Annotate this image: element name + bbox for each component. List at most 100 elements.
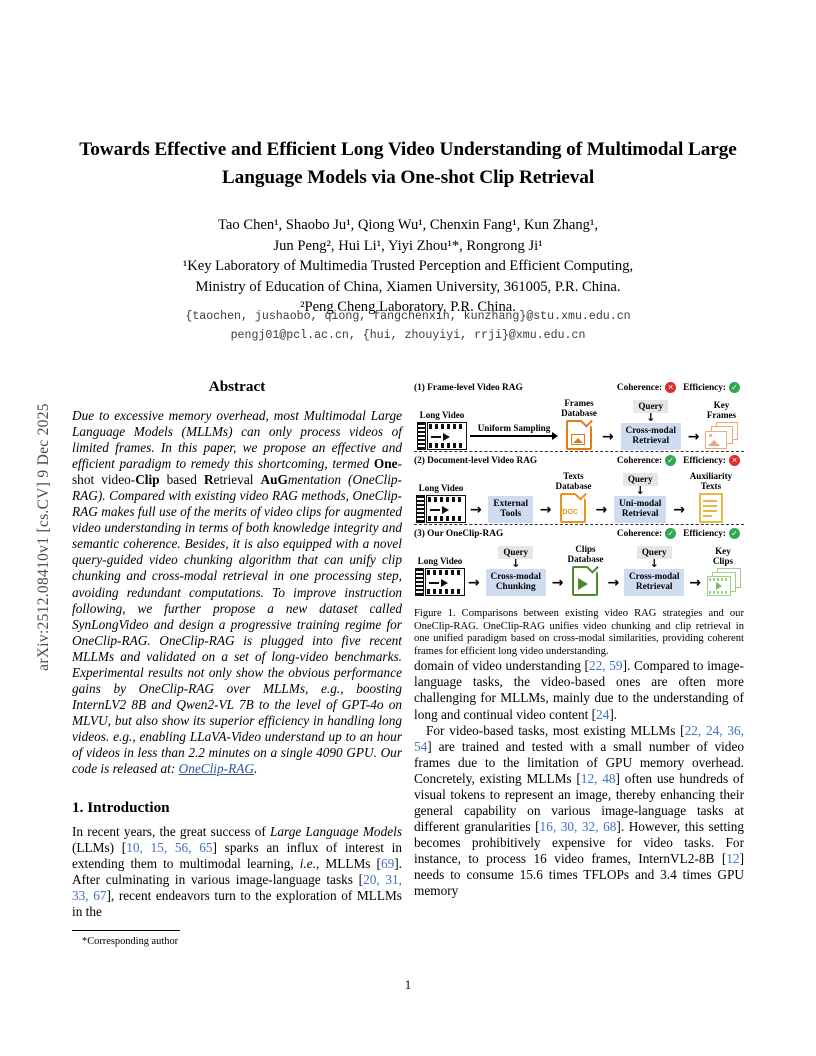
page-number: 1 xyxy=(404,978,412,992)
panel-3-title: (3) Our OneClip-RAG xyxy=(414,528,504,539)
affiliation-1b: Ministry of Education of China, Xiamen U… xyxy=(195,278,621,295)
intro-f: ], recent endeavors turn to the explorat… xyxy=(72,888,402,920)
clips-database-icon xyxy=(572,560,600,596)
intro-d: , MLLMs [ xyxy=(316,856,381,872)
arrow-icon: → xyxy=(687,429,700,445)
efficiency-label: Efficiency: xyxy=(683,528,726,539)
cross-modal-chunking-box: Cross-modal Chunking xyxy=(485,568,546,596)
citation-group-6[interactable]: 22, 24, 36, 54 xyxy=(414,722,744,754)
arrow-icon: → xyxy=(551,575,564,591)
panel-3-flow: Long Video → Query ↓ Cross-modal Chunkin… xyxy=(414,540,744,596)
abstract-mid-a: -shot video- xyxy=(72,456,402,488)
efficiency-label: Efficiency: xyxy=(683,455,726,466)
query-chip-1: Query xyxy=(633,399,669,413)
abstract-heading: Abstract xyxy=(208,378,266,395)
coherence-bad-icon xyxy=(665,382,677,393)
citation-group-7[interactable]: 12, 48 xyxy=(580,770,616,786)
panel-3-metrics: Coherence: Efficiency: xyxy=(617,528,744,539)
figure-1: (1) Frame-level Video RAG Coherence: Eff… xyxy=(414,378,744,658)
email-line-1: {taochen, jushaobo, qiong, fangchenxin, … xyxy=(185,310,631,323)
abstract-bold-one: One xyxy=(373,456,398,472)
texts-db-label-2: Database xyxy=(555,481,592,492)
uni-modal-retrieval-box: Uni-modal Retrieval xyxy=(614,495,667,523)
key-clips-label-2: Clips xyxy=(712,556,734,567)
key-frames-icon xyxy=(704,422,739,450)
citation-group-5[interactable]: 24 xyxy=(596,706,610,722)
intro-b: (LLMs) [ xyxy=(72,840,127,856)
introduction-heading: 1. Introduction xyxy=(72,799,170,817)
coherence-label: Coherence: xyxy=(616,528,663,539)
down-arrow-icon-1: ↓ xyxy=(646,410,656,424)
abstract-mid-d: mentation (OneClip-RAG). xyxy=(72,472,402,504)
doc-glyph: DOC xyxy=(562,509,579,516)
left-column: Abstract Due to excessive memory overhea… xyxy=(72,378,402,948)
cross-modal-retrieval-node-1: Query ↓ Cross-modal Retrieval xyxy=(616,394,686,450)
figure-panel-frame-level: (1) Frame-level Video RAG Coherence: Eff… xyxy=(414,378,744,452)
citation-group-3[interactable]: 20, 31, 33, 67 xyxy=(72,872,402,904)
introduction-paragraph: In recent years, the great success of La… xyxy=(72,824,402,920)
long-video-node-3: Long Video xyxy=(414,540,466,596)
abstract-post: Compared with existing video RAG methods… xyxy=(72,488,402,777)
uni-modal-retrieval-node: Query ↓ Uni-modal Retrieval xyxy=(609,467,671,523)
panel-1-metrics: Coherence: Efficiency: xyxy=(617,382,744,393)
abstract-bold-clip: Clip xyxy=(135,472,160,488)
long-video-node-2: Long Video xyxy=(414,467,468,523)
key-clips-icon xyxy=(705,568,741,596)
affiliation-2: ²Peng Cheng Laboratory, P.R. China. xyxy=(300,299,516,316)
clips-database-node: Clips Database xyxy=(565,540,605,596)
auxiliarity-texts-node: Auxiliarity Texts xyxy=(687,467,735,523)
arrow-icon: → xyxy=(689,575,701,591)
texts-db-label-1: Texts xyxy=(563,471,584,482)
coherence-label: Coherence: xyxy=(616,455,663,466)
efficiency-good-icon xyxy=(729,382,740,393)
abstract-mid-c: etrieval xyxy=(213,472,261,488)
panel-2-metrics: Coherence: Efficiency: xyxy=(617,455,744,466)
coherence-good-icon xyxy=(665,455,677,466)
citation-group-9[interactable]: 12 xyxy=(726,850,740,866)
clips-db-label-2: Database xyxy=(567,554,604,565)
long-video-label-1: Long Video xyxy=(419,410,465,421)
footnote-divider xyxy=(72,930,180,932)
panel-3-header: (3) Our OneClip-RAG Coherence: Efficienc… xyxy=(414,527,744,540)
key-frames-label-2: Frames xyxy=(706,410,737,421)
email-block: {taochen, jushaobo, qiong, fangchenxin, … xyxy=(72,308,744,345)
citation-group-4[interactable]: 22, 59 xyxy=(588,658,623,674)
texts-database-node: Texts Database DOC xyxy=(553,467,593,523)
external-tools-node: External Tools xyxy=(484,467,538,523)
oneclip-rag-link[interactable]: OneClip-RAG xyxy=(178,761,254,777)
down-arrow-icon-3b: ↓ xyxy=(649,556,659,570)
right-paragraph-2: For video-based tasks, most existing MLL… xyxy=(414,722,745,899)
panel-1-flow: Long Video Uniform Sampling Frames Datab… xyxy=(414,394,744,450)
cross-modal-retrieval-box-1: Cross-modal Retrieval xyxy=(620,422,681,450)
panel-1-title: (1) Frame-level Video RAG xyxy=(414,382,523,393)
arrow-icon: → xyxy=(539,502,552,518)
key-clips-label-1: Key xyxy=(715,546,731,557)
intro-ie: i.e. xyxy=(299,856,317,872)
page-title: Towards Effective and Efficient Long Vid… xyxy=(79,139,737,188)
intro-c: ] sparks an influx of interest in extend… xyxy=(72,840,403,872)
frames-db-label-1: Frames xyxy=(564,398,594,409)
efficiency-label: Efficiency: xyxy=(683,382,726,393)
footnote-corresponding-author: *Corresponding author xyxy=(82,936,179,948)
right-column: (1) Frame-level Video RAG Coherence: Eff… xyxy=(414,378,744,899)
citation-group-8[interactable]: 16, 30, 32, 68 xyxy=(539,818,617,834)
citation-group-2[interactable]: 69 xyxy=(380,856,395,872)
arrow-icon: → xyxy=(470,502,482,518)
panel-1-header: (1) Frame-level Video RAG Coherence: Eff… xyxy=(414,381,744,394)
uniform-sampling-arrow: Uniform Sampling xyxy=(470,423,558,441)
long-video-node-1: Long Video xyxy=(414,394,470,450)
affiliation-1a: ¹Key Laboratory of Multimedia Trusted Pe… xyxy=(182,258,634,275)
arrow-icon: → xyxy=(468,575,480,591)
abstract-pre: Due to excessive memory overhead, most M… xyxy=(72,408,402,472)
abstract-text: Due to excessive memory overhead, most M… xyxy=(72,408,402,777)
right-paragraph-1: domain of video understanding [22, 59]. … xyxy=(414,658,744,722)
frames-db-label-2: Database xyxy=(561,408,597,419)
figure-caption: Figure 1. Comparisons between existing v… xyxy=(414,608,744,657)
citation-group-1[interactable]: 10, 15, 56, 65 xyxy=(126,840,213,856)
author-line-1: Tao Chen¹, Shaobo Ju¹, Qiong Wu¹, Chenxi… xyxy=(218,217,598,233)
figure-panel-oneclip-rag: (3) Our OneClip-RAG Coherence: Efficienc… xyxy=(414,524,744,597)
film-strip-icon-1 xyxy=(417,422,467,450)
long-video-label-2: Long Video xyxy=(418,483,464,494)
cross-modal-retrieval-node-3: Query ↓ Cross-modal Retrieval xyxy=(621,540,687,596)
coherence-label: Coherence: xyxy=(616,382,663,393)
